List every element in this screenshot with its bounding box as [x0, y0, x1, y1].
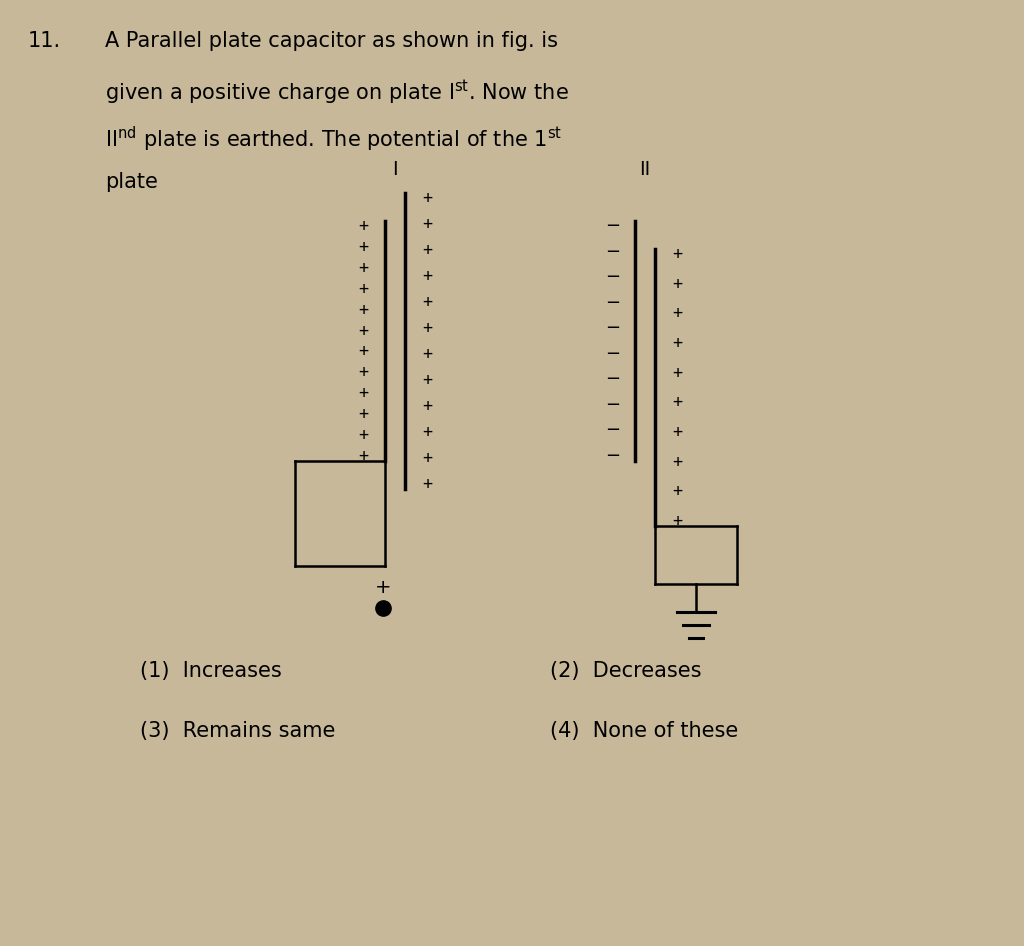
- Text: +: +: [358, 280, 368, 298]
- Text: −: −: [605, 344, 621, 362]
- Text: −: −: [605, 242, 621, 260]
- Text: +: +: [358, 342, 368, 360]
- Text: +: +: [672, 423, 682, 441]
- Text: +: +: [672, 512, 682, 530]
- Text: −: −: [605, 370, 621, 389]
- Text: +: +: [358, 217, 368, 235]
- Text: +: +: [422, 293, 432, 311]
- Text: +: +: [358, 322, 368, 340]
- Text: +: +: [358, 363, 368, 381]
- Text: +: +: [358, 405, 368, 423]
- Text: I: I: [392, 160, 397, 179]
- Text: +: +: [375, 578, 391, 597]
- Text: +: +: [422, 215, 432, 233]
- Text: +: +: [422, 241, 432, 259]
- Text: II: II: [639, 160, 650, 179]
- Text: +: +: [422, 397, 432, 415]
- Text: +: +: [672, 305, 682, 323]
- Text: −: −: [605, 293, 621, 311]
- Text: +: +: [358, 426, 368, 444]
- Text: +: +: [672, 245, 682, 263]
- Text: +: +: [422, 345, 432, 363]
- Text: +: +: [422, 267, 432, 285]
- Text: −: −: [605, 217, 621, 235]
- Text: plate: plate: [105, 172, 158, 192]
- Text: −: −: [605, 422, 621, 440]
- Text: −: −: [605, 395, 621, 414]
- Text: (2)  Decreases: (2) Decreases: [550, 661, 701, 681]
- Text: +: +: [672, 482, 682, 500]
- Text: +: +: [422, 189, 432, 207]
- Text: +: +: [422, 449, 432, 467]
- Text: +: +: [672, 363, 682, 381]
- Text: +: +: [672, 394, 682, 412]
- Text: −: −: [605, 268, 621, 286]
- Text: 11.: 11.: [28, 31, 61, 51]
- Text: +: +: [422, 423, 432, 441]
- Text: +: +: [672, 274, 682, 292]
- Text: (3)  Remains same: (3) Remains same: [140, 721, 336, 741]
- Text: II$^{\rm nd}$ plate is earthed. The potential of the 1$^{\rm st}$: II$^{\rm nd}$ plate is earthed. The pote…: [105, 125, 562, 154]
- Text: −: −: [605, 319, 621, 337]
- Text: +: +: [358, 301, 368, 319]
- Text: +: +: [358, 237, 368, 256]
- Text: A Parallel plate capacitor as shown in fig. is: A Parallel plate capacitor as shown in f…: [105, 31, 558, 51]
- Text: +: +: [672, 334, 682, 352]
- Text: given a positive charge on plate I$^{\rm st}$. Now the: given a positive charge on plate I$^{\rm…: [105, 78, 569, 107]
- Text: +: +: [422, 371, 432, 389]
- Text: −: −: [605, 447, 621, 465]
- Text: (1)  Increases: (1) Increases: [140, 661, 282, 681]
- Text: +: +: [358, 259, 368, 277]
- Text: +: +: [422, 475, 432, 493]
- Text: (4)  None of these: (4) None of these: [550, 721, 738, 741]
- Text: +: +: [422, 319, 432, 337]
- Text: +: +: [358, 447, 368, 465]
- Text: +: +: [358, 384, 368, 402]
- Text: +: +: [672, 453, 682, 471]
